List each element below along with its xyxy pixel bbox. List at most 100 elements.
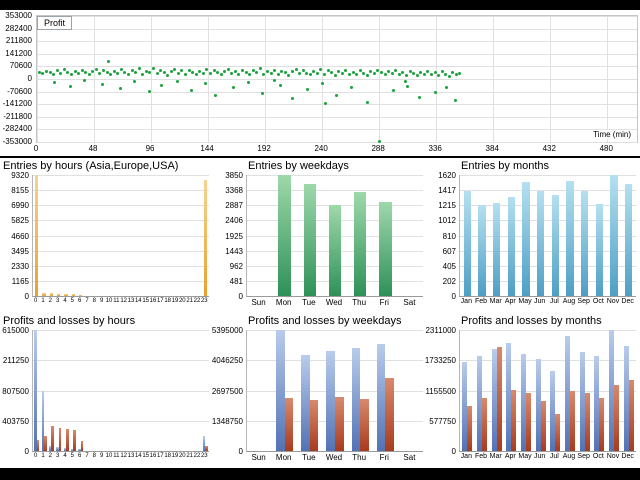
bar bbox=[507, 197, 515, 296]
gridline bbox=[33, 330, 209, 331]
gridline bbox=[37, 16, 637, 17]
gridline bbox=[460, 190, 636, 192]
bar bbox=[56, 447, 59, 451]
bar bbox=[73, 430, 76, 451]
scatter-point bbox=[355, 73, 359, 77]
x-tick-label: 14 bbox=[134, 298, 142, 304]
y-tick-label: 282400 bbox=[5, 23, 32, 33]
x-tick-label: Nov bbox=[606, 453, 620, 460]
bar bbox=[565, 335, 570, 451]
scatter-point bbox=[403, 80, 407, 84]
gridline bbox=[247, 190, 423, 192]
y-tick-label: 211250 bbox=[2, 356, 29, 366]
x-tick-label: 0 bbox=[33, 144, 39, 153]
scatter-point bbox=[365, 100, 369, 104]
y-tick-label: 0 bbox=[24, 292, 29, 301]
bar bbox=[521, 353, 526, 451]
x-tick-label: Oct bbox=[592, 453, 604, 460]
bar bbox=[385, 377, 394, 451]
x-tick-label: 17 bbox=[156, 298, 164, 304]
entries-by-months-chart: Entries by months 0 202 405 607 810 1012 1215 1… bbox=[427, 158, 640, 313]
gridline bbox=[37, 116, 637, 118]
chart-title: Entries by weekdays bbox=[248, 160, 349, 172]
y-tick-label: 0 bbox=[451, 447, 456, 456]
x-tick-label: 1 bbox=[41, 453, 45, 459]
bar bbox=[594, 355, 600, 451]
y-tick-label: 2330 bbox=[11, 261, 29, 271]
scatter-point bbox=[226, 68, 230, 72]
y-tick-label: 1348750 bbox=[211, 416, 243, 426]
charts-grid: Entries by hours (Asia,Europe,USA) 0 1165… bbox=[0, 158, 640, 468]
gridline bbox=[33, 280, 209, 282]
scatter-point bbox=[290, 97, 294, 101]
scatter-point bbox=[283, 71, 287, 75]
gridline bbox=[460, 220, 636, 222]
bar bbox=[48, 445, 52, 451]
bar bbox=[550, 371, 556, 451]
gridline bbox=[94, 16, 96, 142]
scatter-point bbox=[244, 70, 248, 74]
x-tick-label: 6 bbox=[77, 298, 82, 304]
bar bbox=[609, 330, 614, 451]
x-tick-label: 18 bbox=[164, 453, 171, 459]
chart-title: Entries by months bbox=[461, 160, 550, 172]
pl-by-hours-chart: Profits and losses by hours 0 403750 80750… bbox=[0, 313, 214, 468]
x-axis: Jan Feb Mar Apr May Jun Jul Aug Sep Oct Nov Dec bbox=[459, 453, 635, 465]
x-tick-label: May bbox=[518, 298, 532, 305]
x-tick-label: 10 bbox=[105, 298, 113, 304]
scatter-point bbox=[223, 70, 227, 74]
gridline bbox=[247, 330, 423, 331]
y-tick-label: 2311000 bbox=[425, 326, 456, 335]
x-tick-label: 14 bbox=[134, 453, 142, 459]
scatter-point bbox=[137, 67, 141, 71]
bar bbox=[376, 344, 386, 451]
bar bbox=[491, 348, 497, 451]
scatter-point bbox=[306, 87, 310, 91]
scatter-point bbox=[405, 73, 408, 77]
x-tick-label: 1 bbox=[41, 298, 45, 304]
scatter-point bbox=[98, 72, 102, 76]
x-tick-label: Jan bbox=[460, 298, 472, 305]
y-tick-label: 1733250 bbox=[424, 356, 456, 366]
scatter-point bbox=[48, 70, 52, 74]
bar bbox=[551, 195, 559, 296]
x-tick-label: Thu bbox=[352, 298, 367, 307]
y-tick-label: 481 bbox=[229, 276, 243, 286]
bar bbox=[566, 180, 574, 296]
x-tick-label: 23 bbox=[200, 453, 208, 459]
gridline bbox=[33, 420, 209, 422]
scatter-point bbox=[406, 84, 410, 88]
scatter-point bbox=[52, 73, 56, 77]
scatter-point bbox=[347, 72, 351, 76]
x-tick-label: Aug bbox=[562, 453, 576, 460]
scatter-point bbox=[151, 66, 155, 70]
bar bbox=[203, 179, 208, 296]
bar bbox=[570, 390, 575, 451]
x-tick-label: Fri bbox=[379, 453, 389, 462]
x-tick-label: Fri bbox=[379, 298, 389, 307]
y-tick-label: 0 bbox=[238, 292, 243, 301]
entries-by-weekdays-chart: Entries by weekdays 0 481 962 1443 1925 2406 2… bbox=[214, 158, 427, 313]
x-tick-label: Wed bbox=[325, 453, 343, 462]
gridline bbox=[33, 265, 209, 267]
scatter-point bbox=[365, 73, 369, 77]
bar bbox=[64, 294, 68, 296]
x-tick-label: 3 bbox=[55, 453, 60, 459]
scatter-point bbox=[383, 73, 387, 77]
x-tick-label: Tue bbox=[302, 298, 316, 307]
y-tick-label: -70600 bbox=[7, 86, 32, 96]
x-axis: 0 1 2 3 4 5 6 7 8 9 10 11 12 13 14 15 16 17 18 19 20 21 22 23 bbox=[32, 298, 208, 310]
x-tick-label: 11 bbox=[113, 453, 120, 459]
scatter-point bbox=[426, 69, 430, 73]
x-tick-label: 15 bbox=[142, 298, 149, 304]
bar bbox=[205, 445, 208, 451]
scatter-point bbox=[106, 60, 110, 64]
x-tick-label: Sep bbox=[577, 453, 590, 460]
y-tick-label: -282400 bbox=[2, 124, 32, 134]
x-tick-label: Wed bbox=[325, 298, 343, 307]
scatter-point bbox=[213, 94, 217, 98]
scatter-point bbox=[55, 69, 59, 73]
bar bbox=[309, 400, 319, 451]
scatter-point bbox=[198, 69, 202, 73]
x-tick-label: Jul bbox=[549, 453, 559, 460]
